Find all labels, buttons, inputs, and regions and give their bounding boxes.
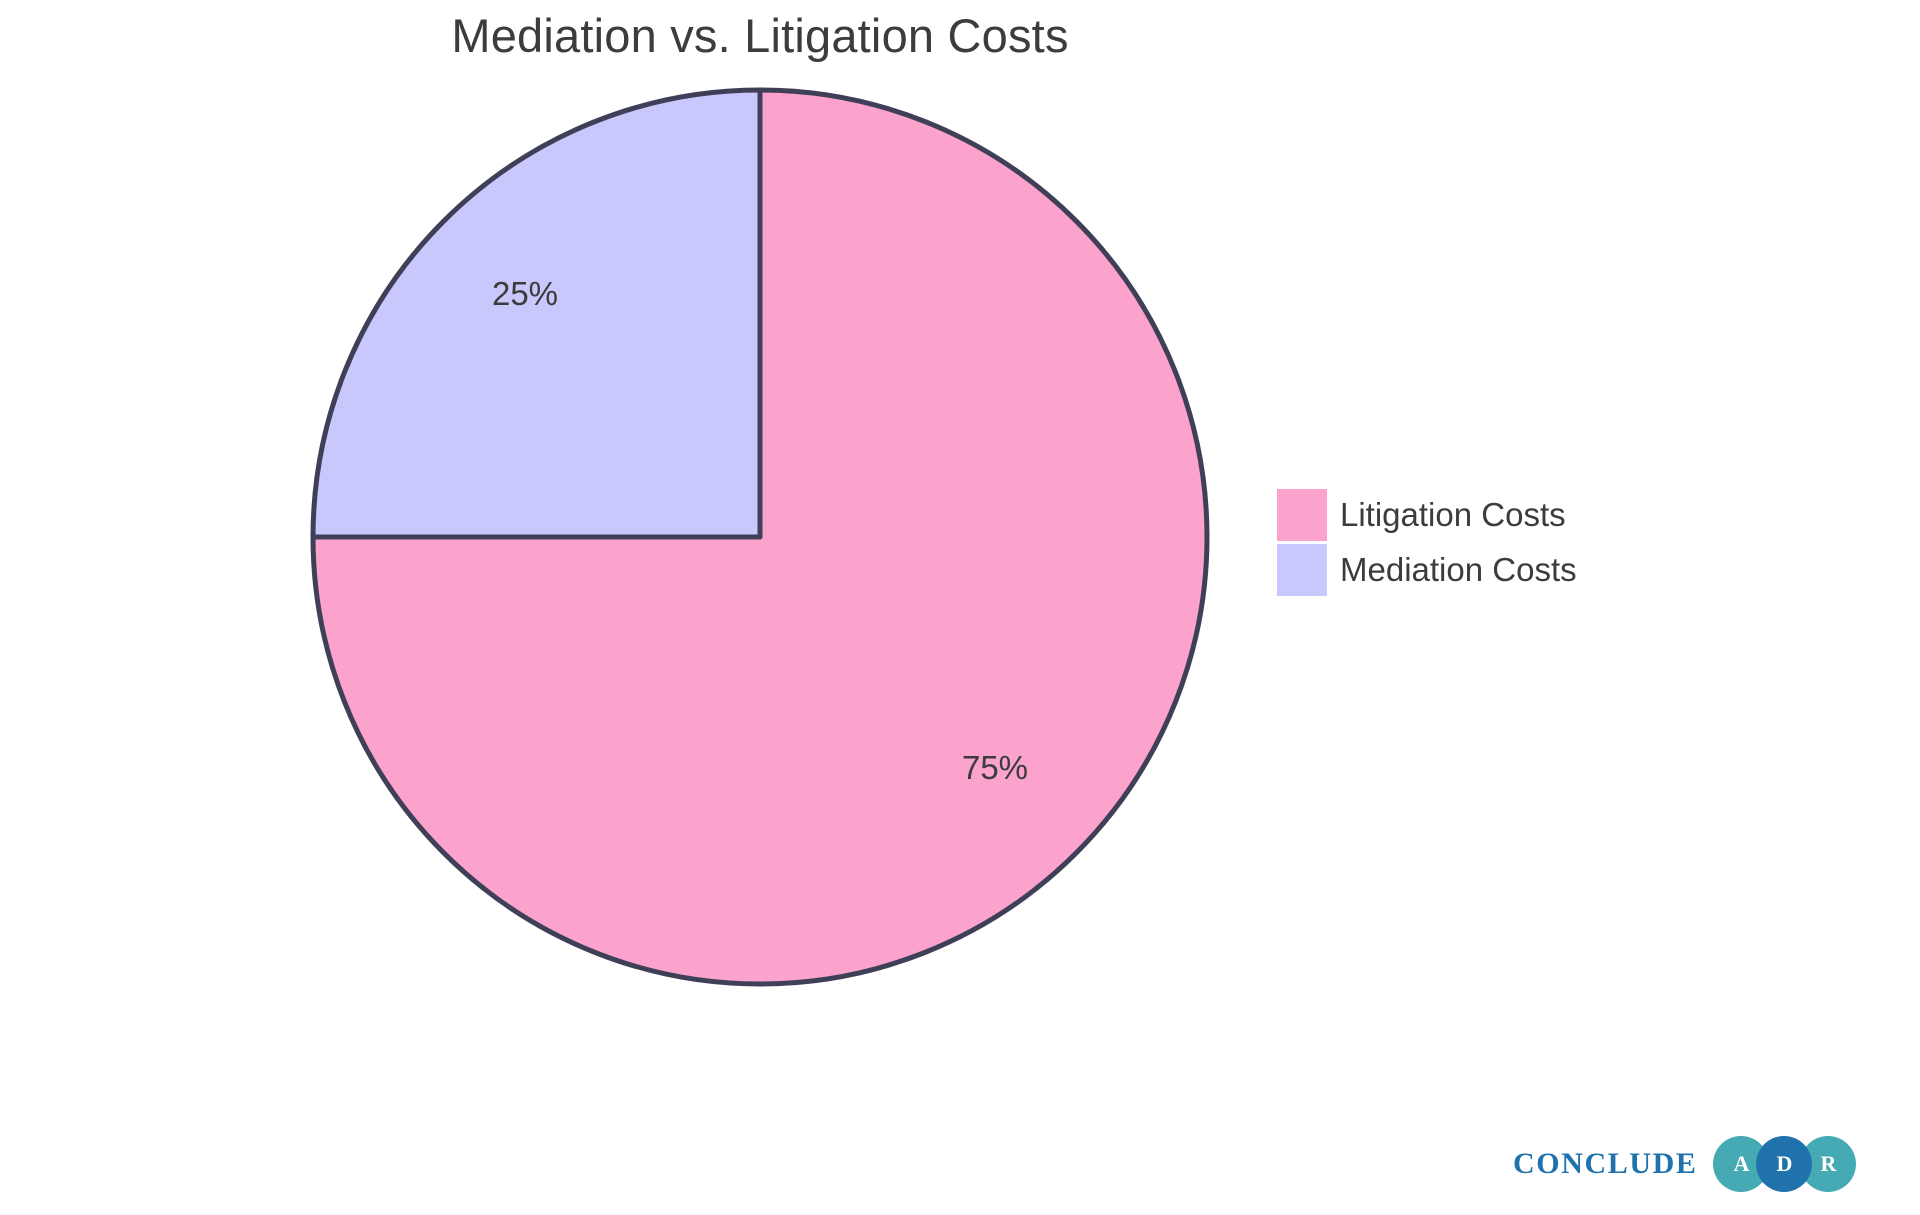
chart-legend: Litigation Costs Mediation Costs — [1277, 489, 1577, 596]
brand-wordmark: CONCLUDE — [1513, 1147, 1698, 1180]
legend-swatch-icon — [1277, 489, 1327, 541]
legend-item-mediation[interactable]: Mediation Costs — [1277, 544, 1577, 596]
brand-logo: CONCLUDE A R D — [1513, 1132, 1857, 1196]
brand-monogram-icon: A R D — [1713, 1136, 1857, 1192]
legend-item-label: Litigation Costs — [1340, 496, 1566, 533]
legend-item-label: Mediation Costs — [1340, 551, 1577, 588]
monogram-circle-d: D — [1756, 1136, 1813, 1192]
page-title: Mediation vs. Litigation Costs — [451, 9, 1069, 62]
pie-slice-mediation[interactable] — [310, 87, 763, 540]
legend-swatch-icon — [1277, 544, 1327, 596]
legend-item-litigation[interactable]: Litigation Costs — [1277, 489, 1577, 541]
